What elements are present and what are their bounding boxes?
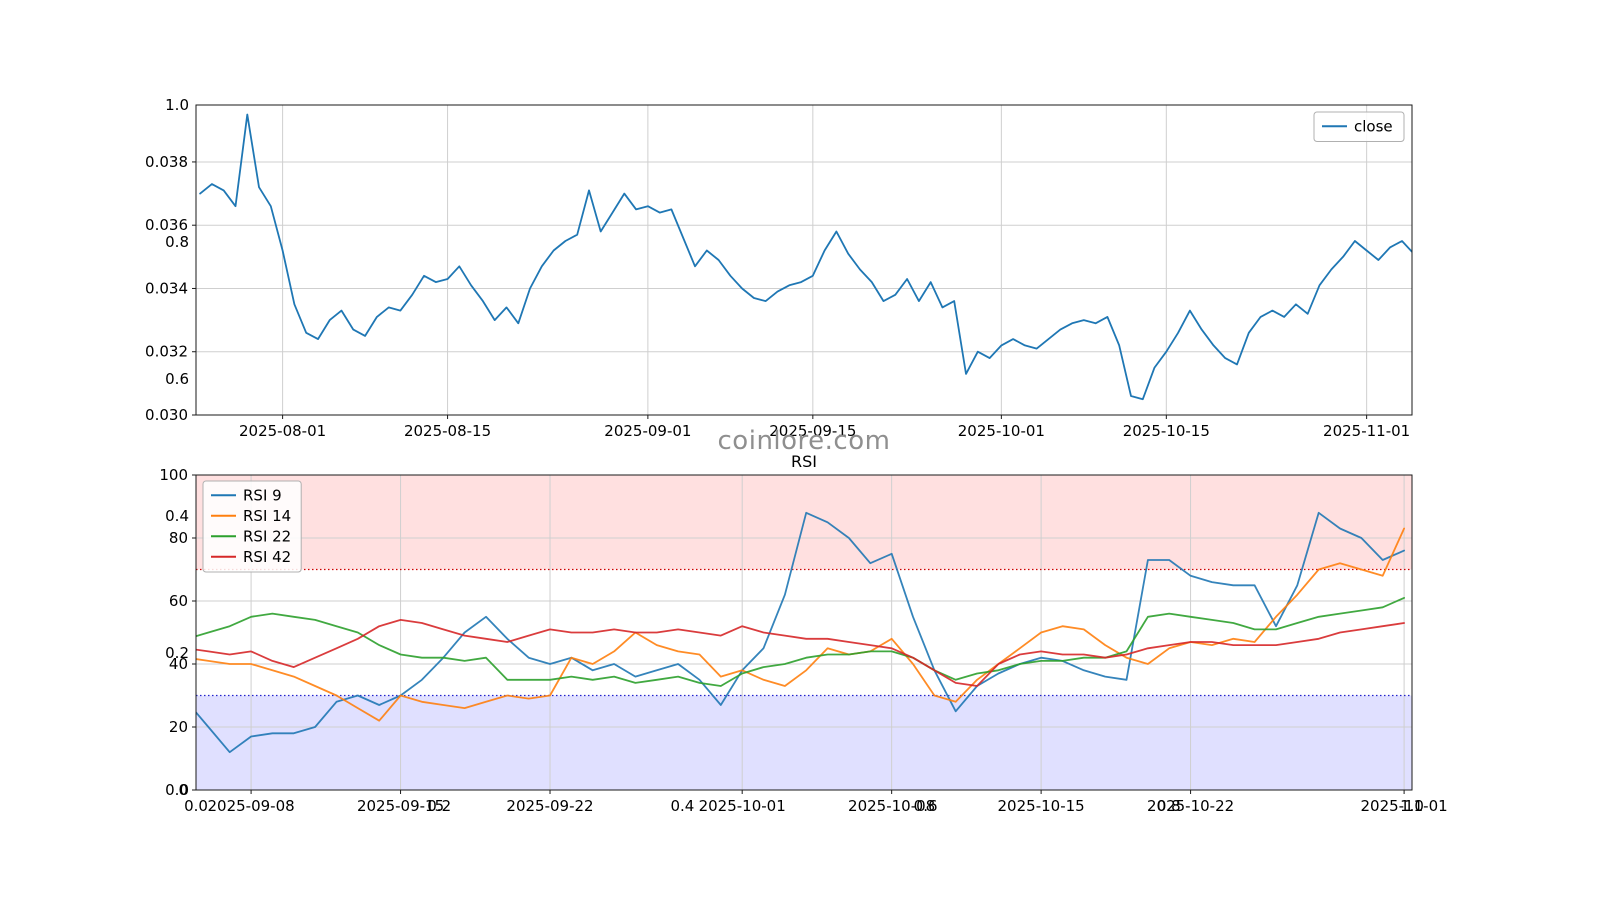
- rsi-9-series-line: [196, 511, 1405, 754]
- y-tick-label: 80: [169, 529, 188, 547]
- ghost-y-tick-label: 0.2: [165, 644, 189, 662]
- ghost-x-tick-label: 1.0: [1400, 797, 1424, 815]
- legend-label: RSI 9: [243, 486, 282, 504]
- rsi-14-series-line: [196, 527, 1405, 722]
- x-tick-label: 2025-10-01: [699, 797, 786, 815]
- x-tick-label: 2025-11-01: [1323, 422, 1410, 440]
- x-tick-label: 2025-10-15: [998, 797, 1085, 815]
- x-tick-label: 2025-09-08: [207, 797, 294, 815]
- y-tick-label: 0.034: [145, 279, 188, 297]
- watermark: coinlore.com: [717, 426, 891, 456]
- legend-box: [1313, 111, 1405, 142]
- oversold-band: [196, 695, 1412, 790]
- y-tick-label: 0.032: [145, 343, 188, 361]
- y-tick-label: 0.038: [145, 153, 188, 171]
- legend-box: [202, 480, 302, 573]
- y-tick-label: 100: [159, 466, 188, 484]
- ghost-y-tick-label: 0.6: [165, 370, 189, 388]
- y-tick-label: 0: [178, 781, 188, 799]
- x-tick-label: 2025-10-15: [1123, 422, 1210, 440]
- x-tick-label: 2025-10-22: [1147, 797, 1234, 815]
- ghost-x-tick-label: 0.4: [670, 797, 694, 815]
- legend-label: RSI 14: [243, 507, 291, 525]
- axes-border: [195, 474, 1413, 791]
- y-tick-label: 60: [169, 592, 188, 610]
- ghost-x-tick-label: 0.6: [914, 797, 938, 815]
- ghost-x-tick-label: 0.8: [1157, 797, 1181, 815]
- price-chart: 2025-08-01 2025-08-15 2025-09-01 2025-09-15…: [145, 104, 1413, 440]
- ghost-x-tick-label: 0.0: [184, 797, 208, 815]
- y-tick-label: 20: [169, 718, 188, 736]
- ghost-x-tick-label: 0.2: [427, 797, 451, 815]
- x-tick-label: 2025-09-22: [506, 797, 593, 815]
- ghost-y-tick-label: 0.8: [165, 233, 189, 251]
- x-tick-label: 2025-09-01: [604, 422, 691, 440]
- legend-label: close: [1354, 117, 1393, 135]
- rsi-22-series-line: [196, 597, 1405, 687]
- close-series-line: [199, 113, 1412, 401]
- y-tick-label: 0.036: [145, 216, 188, 234]
- x-tick-label: 2025-11-01: [1361, 797, 1448, 815]
- x-tick-label: 2025-09-15: [769, 422, 856, 440]
- y-tick-label: 0.030: [145, 406, 188, 424]
- x-tick-label: 2025-10-08: [848, 797, 935, 815]
- legend-label: RSI 42: [243, 548, 291, 566]
- rsi-chart-title: RSI: [791, 452, 817, 471]
- axes-border: [195, 104, 1413, 416]
- x-tick-label: 2025-09-15: [357, 797, 444, 815]
- y-tick-label: 40: [169, 655, 188, 673]
- legend-label: RSI 22: [243, 527, 291, 545]
- ghost-y-tick-label: 0.0: [165, 781, 189, 799]
- rsi-42-series-line: [196, 619, 1405, 687]
- x-tick-label: 2025-08-15: [404, 422, 491, 440]
- x-tick-label: 2025-08-01: [239, 422, 326, 440]
- x-tick-label: 2025-10-01: [958, 422, 1045, 440]
- ghost-y-tick-label: 1.0: [165, 96, 189, 114]
- ghost-y-tick-label: 0.4: [165, 507, 189, 525]
- rsi-chart: 2025-09-08 2025-09-15 2025-09-22 2025-10-01…: [159, 466, 1447, 815]
